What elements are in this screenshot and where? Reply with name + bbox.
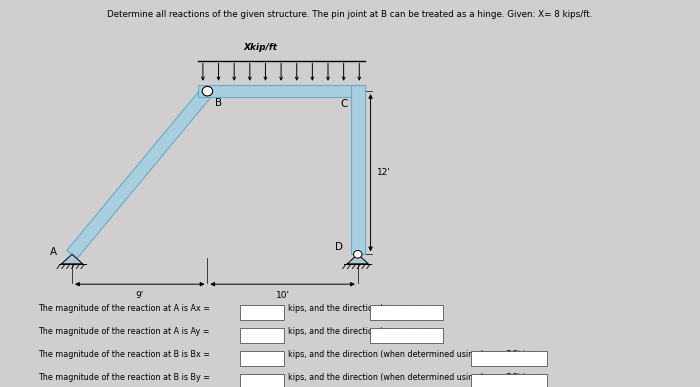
FancyBboxPatch shape [370, 328, 443, 343]
Text: Xkip/ft: Xkip/ft [243, 43, 277, 53]
Text: Click to select  ▾: Click to select ▾ [378, 328, 435, 334]
Circle shape [202, 86, 213, 96]
Text: kips, and the direction (when determined using beam BC) is: kips, and the direction (when determined… [288, 350, 531, 359]
FancyBboxPatch shape [240, 328, 284, 343]
FancyBboxPatch shape [471, 374, 547, 387]
Text: Determine all reactions of the given structure. The pin joint at B can be treate: Determine all reactions of the given str… [107, 10, 593, 19]
FancyBboxPatch shape [240, 351, 284, 366]
Text: kips, and the direction is: kips, and the direction is [288, 304, 389, 313]
Text: A: A [50, 247, 57, 257]
Text: The magnitude of the reaction at B is By =: The magnitude of the reaction at B is By… [38, 373, 211, 382]
Text: kips, and the direction (when determined using beam BC) is: kips, and the direction (when determined… [288, 373, 531, 382]
Text: 10': 10' [276, 291, 290, 300]
FancyBboxPatch shape [471, 351, 547, 366]
Polygon shape [198, 85, 365, 97]
Text: C: C [340, 99, 347, 110]
Text: The magnitude of the reaction at A is Ax =: The magnitude of the reaction at A is Ax… [38, 304, 211, 313]
Polygon shape [62, 254, 83, 264]
Text: Click to select  ▾: Click to select ▾ [481, 374, 538, 380]
FancyBboxPatch shape [240, 305, 284, 320]
Polygon shape [66, 87, 213, 258]
FancyBboxPatch shape [240, 374, 284, 387]
Text: Click to select  ▾: Click to select ▾ [481, 351, 538, 357]
Text: The magnitude of the reaction at B is Bx =: The magnitude of the reaction at B is Bx… [38, 350, 211, 359]
Text: 9': 9' [136, 291, 144, 300]
Polygon shape [347, 254, 368, 264]
Text: kips, and the direction is: kips, and the direction is [288, 327, 389, 336]
FancyBboxPatch shape [370, 305, 443, 320]
Circle shape [354, 250, 362, 258]
Text: The magnitude of the reaction at A is Ay =: The magnitude of the reaction at A is Ay… [38, 327, 210, 336]
Text: B: B [215, 98, 222, 108]
Text: 12': 12' [377, 168, 391, 177]
Text: D: D [335, 243, 343, 252]
Polygon shape [351, 85, 365, 254]
Text: Click to select  ▾: Click to select ▾ [378, 305, 435, 311]
